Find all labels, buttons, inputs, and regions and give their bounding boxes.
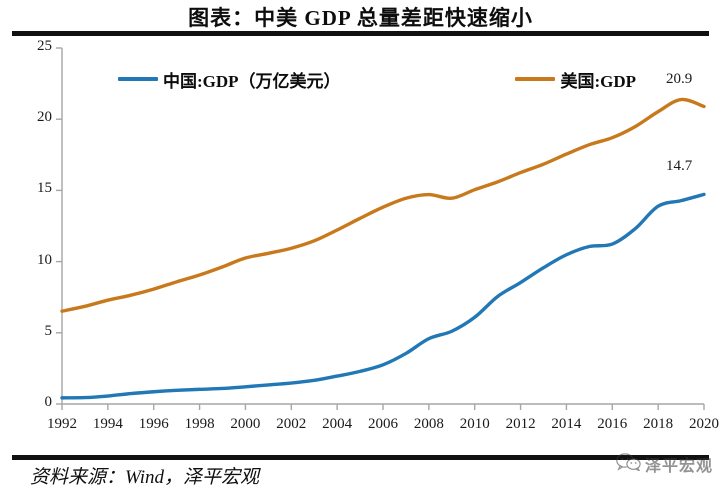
- china-end-value-label: 14.7: [666, 158, 693, 175]
- x-axis-tick-label: 1994: [92, 416, 123, 432]
- x-axis-tick-label: 2014: [551, 416, 582, 432]
- x-axis-tick-label: 2002: [276, 416, 307, 432]
- x-axis-tick-label: 2012: [505, 416, 536, 432]
- x-axis-tick-label: 2010: [459, 416, 490, 432]
- x-axis-tick-label: 2008: [413, 416, 444, 432]
- wechat-icon: [616, 452, 642, 476]
- title-divider-top: [12, 31, 709, 36]
- x-axis-tick-label: 1998: [184, 416, 215, 432]
- x-axis-tick-label: 2006: [368, 416, 398, 432]
- watermark-text: 泽平宏观: [644, 458, 713, 475]
- y-axis-tick-label: 5: [44, 322, 53, 339]
- usa-gdp-line: [60, 97, 706, 313]
- x-axis-tick-label: 1992: [47, 416, 77, 432]
- source-note: 资料来源：Wind，泽平宏观: [30, 467, 260, 488]
- plot-svg: [56, 47, 706, 410]
- x-axis-tick-label: 2000: [230, 416, 261, 432]
- chart-title: 图表：中美 GDP 总量差距快速缩小: [188, 6, 533, 30]
- y-axis-tick-label: 10: [37, 251, 52, 268]
- china-gdp-line: [60, 192, 706, 400]
- plot-area: [0, 36, 721, 451]
- source-divider-bottom: [12, 455, 709, 460]
- x-axis-tick-label: 2020: [689, 416, 719, 432]
- y-axis-tick-label: 0: [44, 394, 53, 410]
- x-axis-tick-label: 1996: [138, 416, 169, 432]
- x-axis-tick-label: 2016: [597, 416, 628, 432]
- x-axis-tick-label: 2004: [322, 416, 353, 432]
- usa-end-value-label: 20.9: [666, 70, 693, 87]
- y-axis-tick-label: 15: [37, 180, 52, 197]
- y-axis-tick-label: 20: [37, 109, 52, 126]
- y-axis-tick-label: 25: [37, 38, 52, 54]
- watermark: 泽平宏观: [616, 452, 713, 476]
- x-axis-tick-label: 2018: [643, 416, 674, 432]
